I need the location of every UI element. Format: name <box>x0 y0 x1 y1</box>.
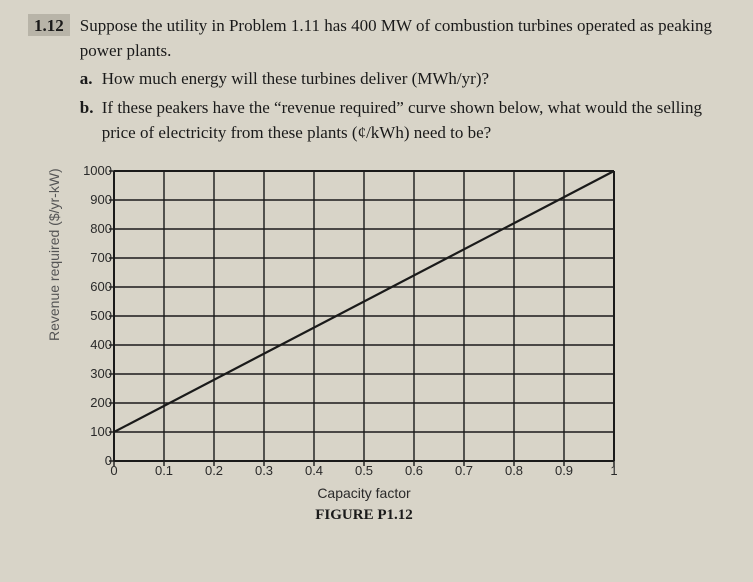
y-axis-label: Revenue required ($/yr-kW) <box>46 168 62 341</box>
problem-number: 1.12 <box>28 14 70 36</box>
x-axis-label: Capacity factor <box>317 485 410 501</box>
problem-block: 1.12 Suppose the utility in Problem 1.11… <box>28 14 725 145</box>
chart-svg <box>106 169 618 471</box>
part-b: b. If these peakers have the “revenue re… <box>80 96 720 145</box>
part-body: How much energy will these turbines deli… <box>102 67 489 92</box>
revenue-chart: Revenue required ($/yr-kW) 0100200300400… <box>114 171 674 511</box>
part-label: b. <box>80 96 102 145</box>
figure-label: FIGURE P1.12 <box>315 507 413 524</box>
part-a: a. How much energy will these turbines d… <box>80 67 720 92</box>
problem-text: Suppose the utility in Problem 1.11 has … <box>80 14 720 145</box>
problem-intro: Suppose the utility in Problem 1.11 has … <box>80 14 720 63</box>
part-body: If these peakers have the “revenue requi… <box>102 96 720 145</box>
part-label: a. <box>80 67 102 92</box>
